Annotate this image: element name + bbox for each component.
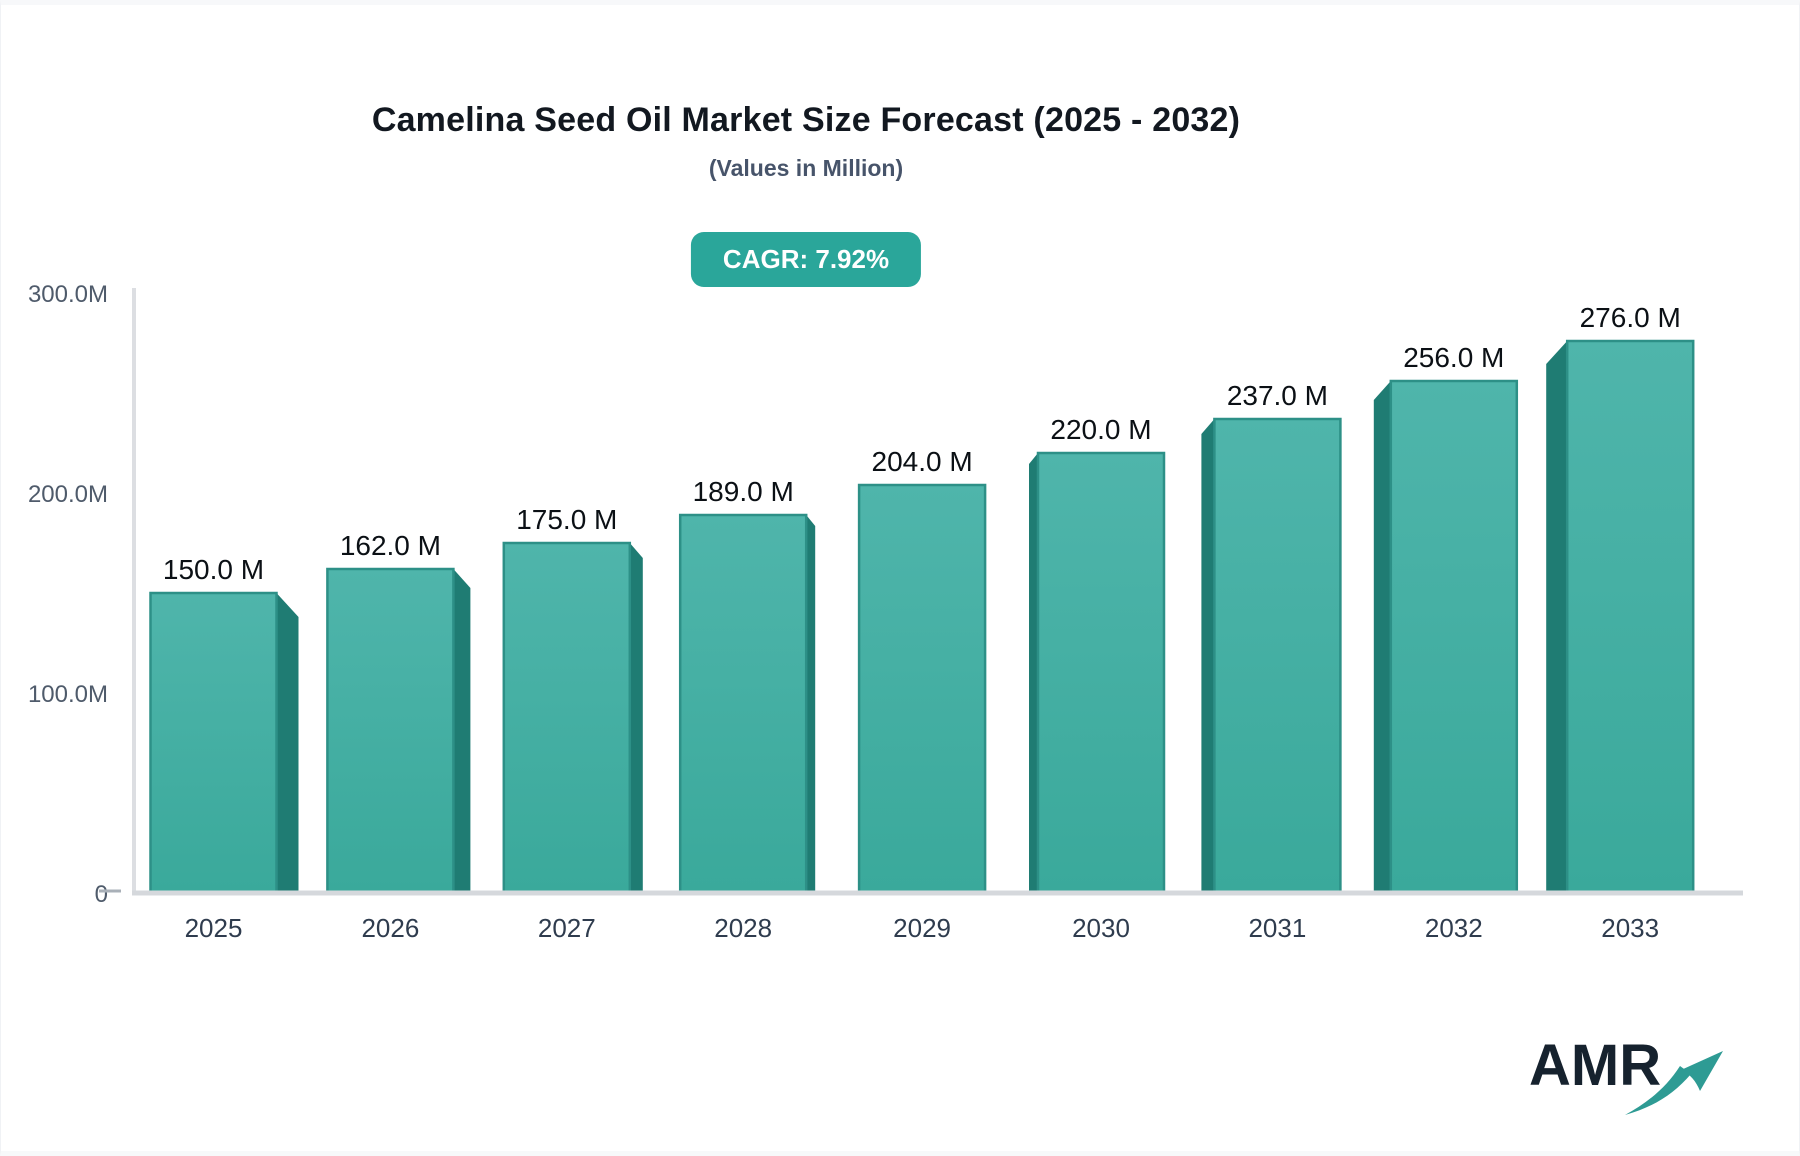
cagr-badge: CAGR: 7.92% <box>690 232 922 287</box>
x-tick-label: 2025 <box>185 913 243 943</box>
bar <box>149 591 278 894</box>
bar <box>1036 451 1166 894</box>
amr-logo: AMR <box>1529 1033 1723 1127</box>
bar <box>1565 339 1695 894</box>
amr-logo-text: AMR <box>1529 1033 1662 1098</box>
x-tick-label: 2027 <box>538 913 596 943</box>
trend-arrow-icon <box>1625 1051 1723 1115</box>
bar-side-panel <box>1029 453 1038 892</box>
bar <box>1213 417 1342 894</box>
bar-value-label: 204.0 M <box>872 446 973 477</box>
bar <box>1389 379 1519 894</box>
bar-value-label: 162.0 M <box>340 530 441 561</box>
y-tick-label: 200.0M <box>28 481 108 508</box>
bar-value-label: 175.0 M <box>516 504 617 535</box>
y-tick-label: 300.0M <box>28 281 108 308</box>
bar <box>502 541 632 894</box>
bar <box>857 483 987 894</box>
bar <box>326 567 455 894</box>
bar-value-label: 237.0 M <box>1227 380 1328 411</box>
x-tick-label: 2033 <box>1601 913 1659 943</box>
x-tick-label: 2028 <box>714 913 772 943</box>
bar-value-label: 276.0 M <box>1580 302 1681 333</box>
bar-side-panel <box>453 569 471 892</box>
x-tick-label: 2032 <box>1425 913 1483 943</box>
bar-side-panel <box>276 593 299 892</box>
bar-side-panel <box>629 543 643 892</box>
y-tick-label: 0 <box>95 881 108 908</box>
bar-value-label: 256.0 M <box>1403 342 1504 373</box>
bar-value-label: 150.0 M <box>163 554 264 585</box>
bar-value-label: 220.0 M <box>1050 414 1151 445</box>
bar-chart: 300.0M 200.0M 100.0M 0 150.0 M 2025 162.0 M 202… <box>28 281 1743 943</box>
bar-side-panel <box>1373 381 1391 892</box>
y-tick-label: 100.0M <box>28 681 108 708</box>
x-tick-label: 2029 <box>893 913 951 943</box>
bar-side-panel <box>1201 419 1215 892</box>
bar-side-panel <box>1546 341 1568 892</box>
x-tick-label: 2026 <box>361 913 419 943</box>
chart-title: Camelina Seed Oil Market Size Forecast (… <box>371 101 1241 139</box>
chart-subtitle: (Values in Million) <box>708 155 904 181</box>
bar <box>678 513 808 894</box>
x-tick-label: 2031 <box>1248 913 1306 943</box>
bar-side-panel <box>806 515 816 892</box>
bar-value-label: 189.0 M <box>693 476 794 507</box>
x-tick-label: 2030 <box>1072 913 1130 943</box>
